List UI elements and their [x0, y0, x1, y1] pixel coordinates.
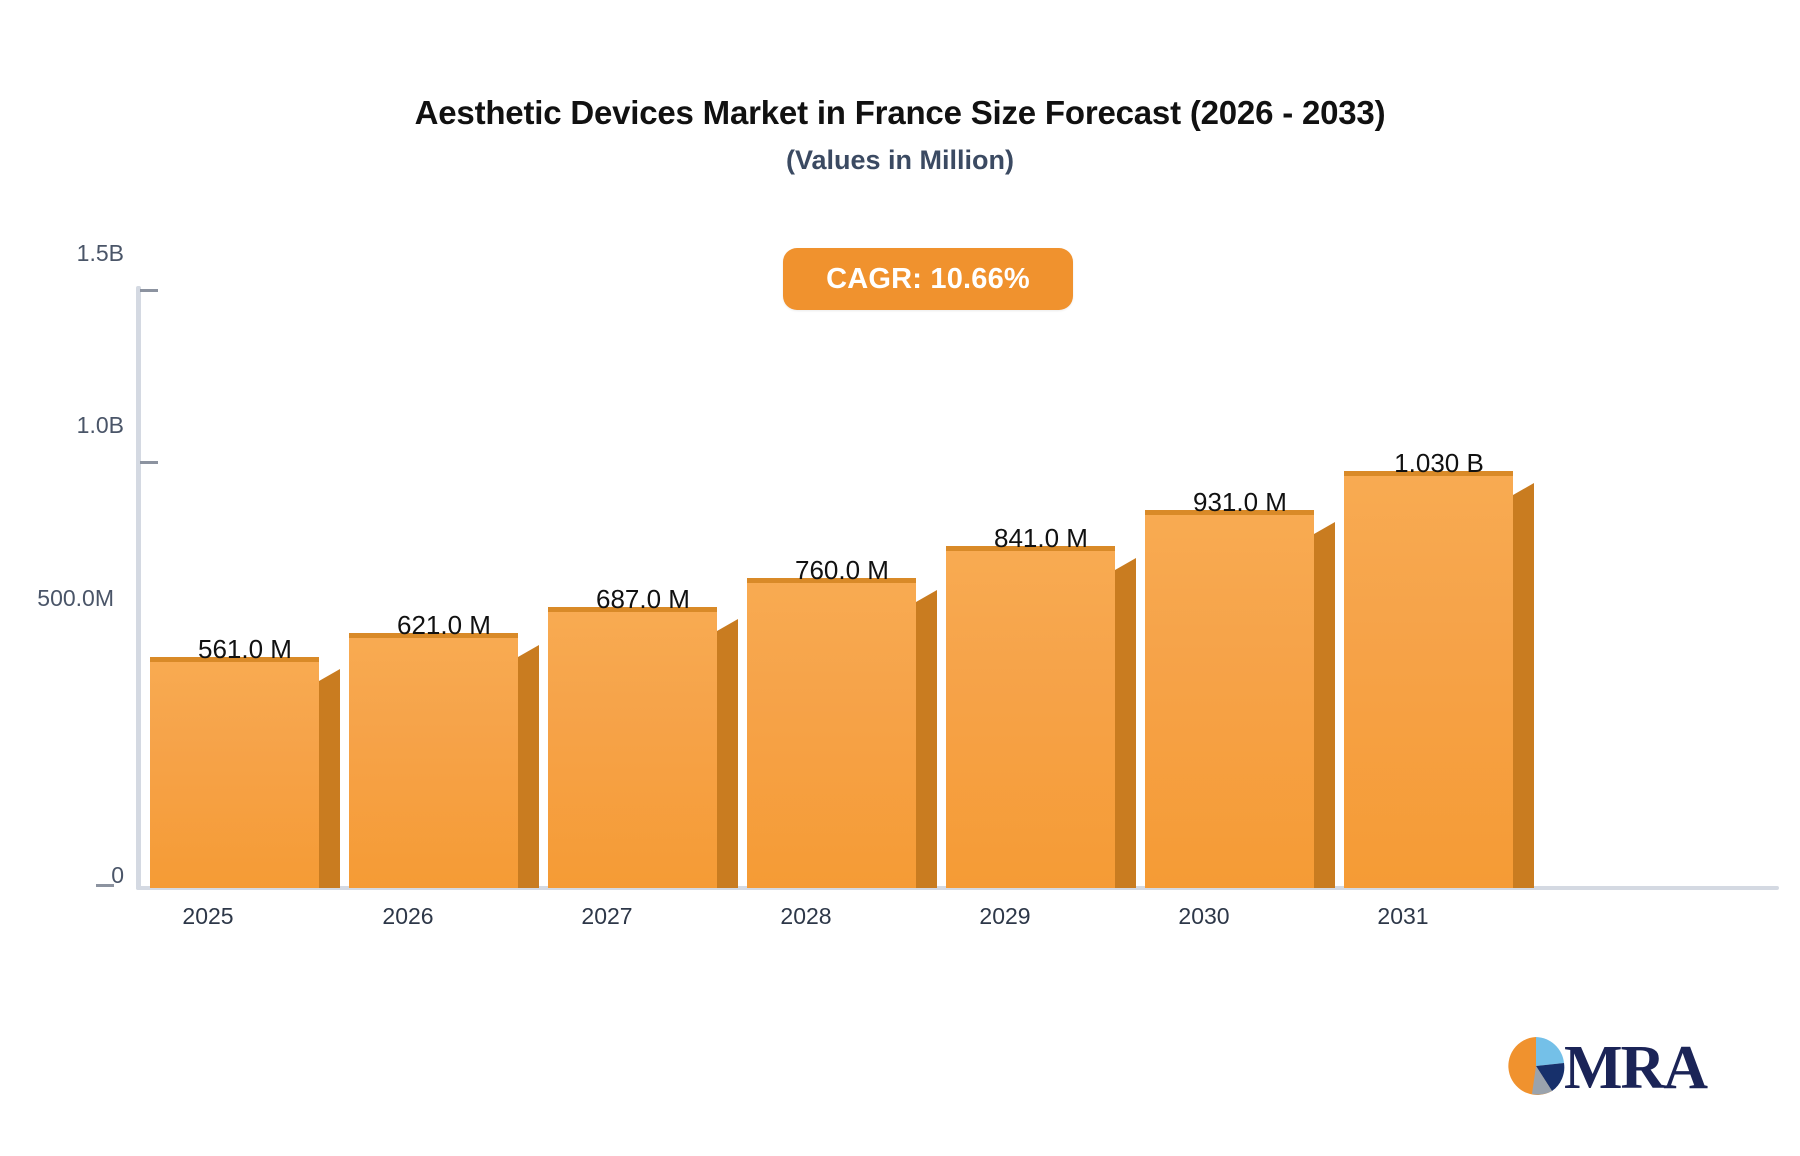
x-tick-label-2031: 2031 [1377, 903, 1429, 929]
bar-2031[interactable] [1344, 464, 1534, 888]
page-title: Aesthetic Devices Market in France Size … [414, 94, 1386, 131]
bar-value-label-2030: 931.0 M [1193, 487, 1287, 517]
bar-top-bevel [1145, 510, 1314, 515]
y-tick-dash-2 [140, 461, 158, 464]
mra-logo-text: MRA [1564, 1034, 1708, 1102]
y-tick-label-2: 1.0B [76, 412, 124, 438]
bar-side-face [1115, 558, 1136, 888]
bar-2028[interactable] [747, 571, 937, 888]
y-tick-label-3: 500.0M [37, 585, 114, 611]
x-tick-label-2025: 2025 [182, 903, 234, 929]
bar-2027[interactable] [548, 600, 738, 888]
bar-side-face [518, 645, 539, 888]
bar-front-face [1344, 471, 1513, 888]
mra-logo: MRA [1506, 1034, 1708, 1113]
x-tick-label-2029: 2029 [979, 903, 1031, 929]
y-tick-label-4: 0 [111, 862, 124, 888]
bar-side-face [916, 590, 937, 888]
bar-top-bevel [548, 607, 717, 612]
bar-front-face [1145, 510, 1314, 888]
bar-side-face [319, 669, 340, 888]
bar-side-face [1314, 522, 1335, 888]
bar-2030[interactable] [1145, 503, 1335, 888]
bar-top-bevel [349, 633, 518, 638]
bar-side-face [1513, 483, 1534, 888]
bar-value-label-2029: 841.0 M [994, 523, 1088, 553]
bar-value-label-2028: 760.0 M [795, 555, 889, 585]
bar-top-bevel [747, 578, 916, 583]
y-tick-dash-1 [140, 289, 158, 292]
bar-front-face [349, 633, 518, 888]
bar-front-face [150, 657, 319, 888]
y-tick-dash-4 [96, 884, 114, 887]
bar-front-face [548, 607, 717, 888]
bar-top-bevel [1344, 471, 1513, 476]
x-axis-line [136, 886, 1779, 890]
pie-chart-icon [1508, 1037, 1565, 1095]
y-axis-line [136, 286, 141, 890]
bar-side-face [717, 619, 738, 888]
x-tick-label-2028: 2028 [780, 903, 832, 929]
x-tick-label-2027: 2027 [581, 903, 633, 929]
bar-top-bevel [946, 546, 1115, 551]
chart-subtitle: (Values in Million) [785, 145, 1015, 175]
bar-2025[interactable] [150, 650, 340, 888]
cagr-badge: CAGR: 10.66% [783, 248, 1073, 310]
bar-value-label-2027: 687.0 M [596, 584, 690, 614]
x-tick-label-2030: 2030 [1178, 903, 1230, 929]
bar-value-label-2026: 621.0 M [397, 610, 491, 640]
bar-top-bevel [150, 657, 319, 662]
bar-front-face [946, 546, 1115, 888]
cagr-badge-label: CAGR: 10.66% [826, 262, 1030, 295]
bar-value-label-2025: 561.0 M [198, 634, 292, 664]
x-tick-label-2026: 2026 [382, 903, 434, 929]
bar-front-face [747, 578, 916, 888]
y-tick-label-1: 1.5B [76, 240, 124, 266]
bar-2026[interactable] [349, 626, 539, 888]
bar-2029[interactable] [946, 539, 1136, 888]
bar-value-label-2031: 1.030 B [1394, 448, 1484, 478]
